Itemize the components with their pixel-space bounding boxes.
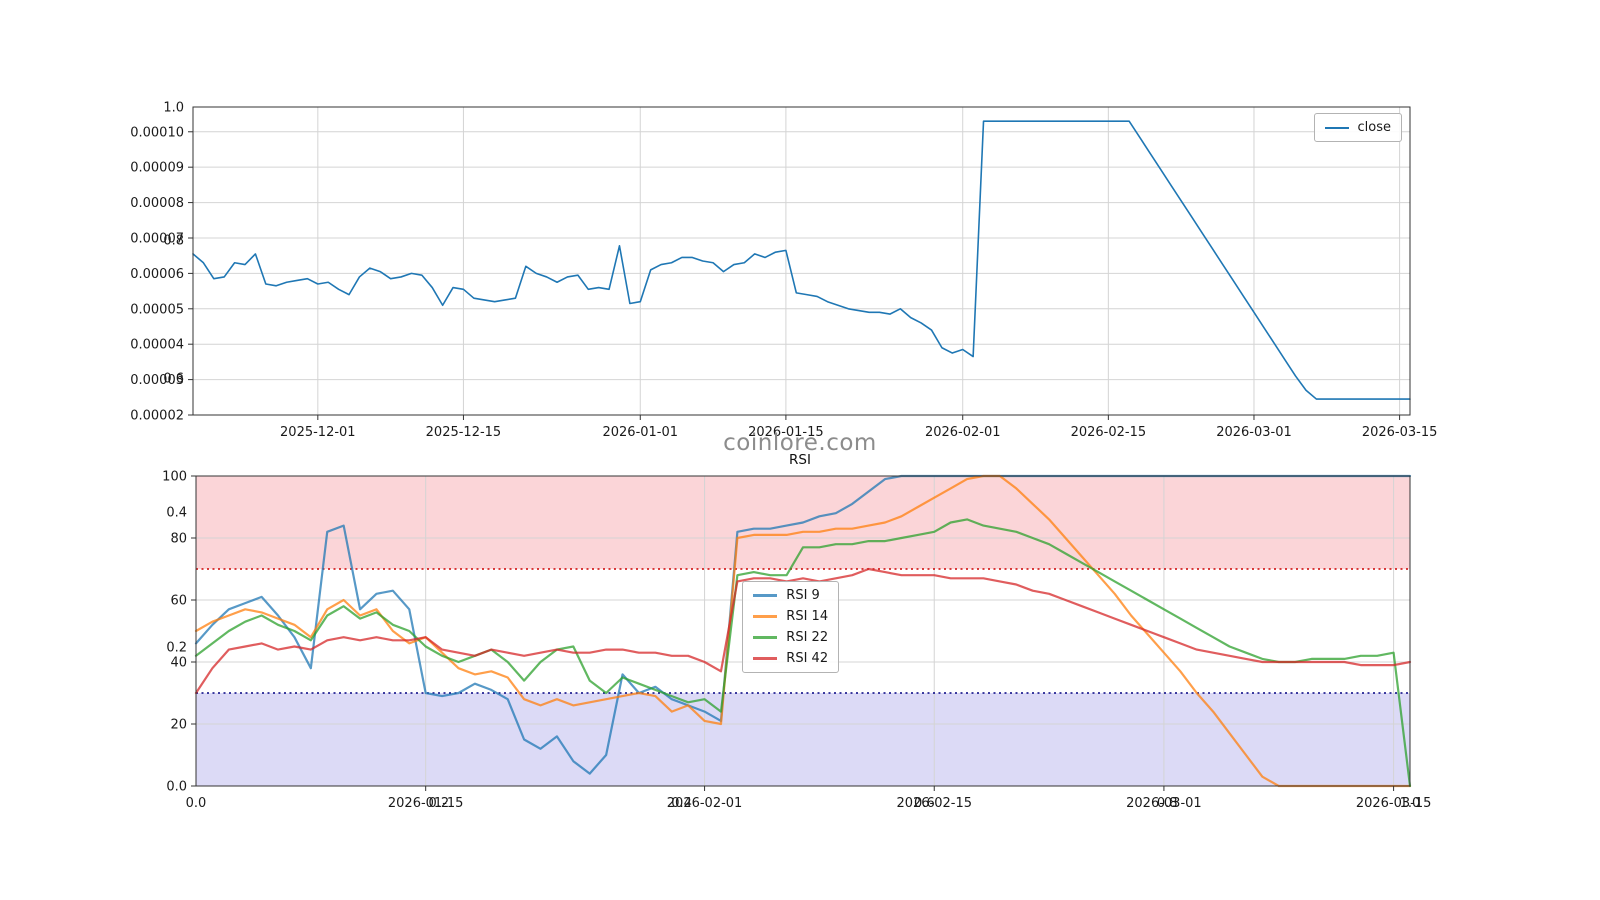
x-tick-label: 2026-01-15 [748, 425, 824, 440]
legend-line-sample-icon [753, 636, 778, 640]
hidden-axis-x-label: 0.6 [914, 796, 935, 811]
legend-label: close [1357, 120, 1391, 135]
legend-line-sample-icon [753, 615, 778, 619]
x-tick-label: 2026-01-01 [602, 425, 678, 440]
x-tick-label: 2026-02-15 [1071, 425, 1147, 440]
y-tick-label: 0.00007 [130, 231, 184, 246]
legend-label: RSI 42 [786, 651, 829, 667]
legend-label: RSI 22 [786, 630, 829, 646]
legend-item-close: close [1324, 120, 1391, 135]
y-tick-label: 100 [162, 470, 187, 485]
legend-line-sample-icon [1324, 126, 1349, 129]
x-tick-label: 2026-03-15 [1356, 796, 1432, 811]
legend-line-sample-icon [753, 594, 778, 598]
x-tick-label: 2025-12-15 [426, 425, 502, 440]
hidden-axis-x-label: 0.4 [671, 796, 692, 811]
hidden-axis-y-label: 0.4 [166, 505, 187, 520]
y-tick-label: 0.00005 [130, 302, 184, 317]
series-close [192, 120, 1411, 400]
hidden-axis-y-label: 0.8 [163, 234, 184, 249]
y-tick-label: 0.00002 [130, 409, 184, 424]
y-tick-label: 0.0 [166, 780, 187, 795]
legend-label: RSI 14 [786, 609, 829, 625]
y-tick-label: 0.00003 [130, 373, 184, 388]
legend-item-rsi-14: RSI 14 [753, 609, 828, 624]
series-rsi-14 [194, 474, 1412, 788]
chart-canvas: 2026-01-15 2026-02-01 2026-02-15 2026-03-01… [162, 470, 1431, 812]
series-rsi-42 [194, 567, 1412, 695]
price-chart: 2025-12-01 2025-12-15 2026-01-01 2026-01-15… [130, 101, 1437, 441]
hidden-axis-y-label: 1.0 [163, 101, 184, 116]
x-tick-label: 2026-02-01 [667, 796, 743, 811]
legend-item-rsi-9: RSI 9 [753, 588, 828, 603]
y-tick-label: 0.00008 [130, 196, 184, 211]
hidden-axis-x-label: 1.0 [1400, 796, 1421, 811]
hidden-axis-y-label: 0.6 [163, 372, 184, 387]
y-tick-label: 0.00006 [130, 267, 184, 282]
rsi-chart: 2026-01-15 2026-02-01 2026-02-15 2026-03-01… [162, 470, 1431, 812]
hidden-axis-x-label: 0.0 [186, 796, 207, 811]
y-tick-label: 0.00009 [130, 161, 184, 176]
watermark: coinlore.com [723, 430, 877, 456]
x-tick-label: 2026-02-15 [896, 796, 972, 811]
y-tick-label: 0.00010 [130, 125, 184, 140]
hidden-axis-x-label: 0.2 [428, 796, 449, 811]
plot-frame [192, 106, 1411, 416]
y-tick-label: 60 [170, 594, 187, 609]
rsi-title: RSI [789, 452, 811, 468]
hidden-axis-x-label: 0.8 [1157, 796, 1178, 811]
x-tick-label: 2026-02-01 [925, 425, 1001, 440]
threshold-band [196, 693, 1410, 786]
plot-frame [195, 475, 1411, 787]
x-tick-label: 2026-03-15 [1362, 425, 1438, 440]
legend-item-rsi-22: RSI 22 [753, 630, 828, 645]
price-chart-legend: close [1313, 113, 1402, 142]
legend-line-sample-icon [753, 657, 778, 661]
x-tick-label: 2025-12-01 [280, 425, 356, 440]
rsi-chart-legend: RSI 9 RSI 14 RSI 22 RSI 42 [742, 581, 840, 674]
x-tick-label: 2026-01-15 [388, 796, 464, 811]
hidden-axis-y-label: 0.2 [166, 641, 187, 656]
y-tick-label: 0.00004 [130, 338, 184, 353]
y-tick-label: 80 [170, 532, 187, 547]
chart-canvas: 2025-12-01 2025-12-15 2026-01-01 2026-01-15… [130, 101, 1437, 441]
legend-label: RSI 9 [786, 588, 820, 604]
x-tick-label: 2026-03-01 [1216, 425, 1292, 440]
y-tick-label: 40 [170, 656, 187, 671]
series-rsi-22 [194, 518, 1412, 788]
x-tick-label: 2026-03-01 [1126, 796, 1202, 811]
y-tick-label: 20 [170, 718, 187, 733]
legend-item-rsi-42: RSI 42 [753, 651, 828, 666]
